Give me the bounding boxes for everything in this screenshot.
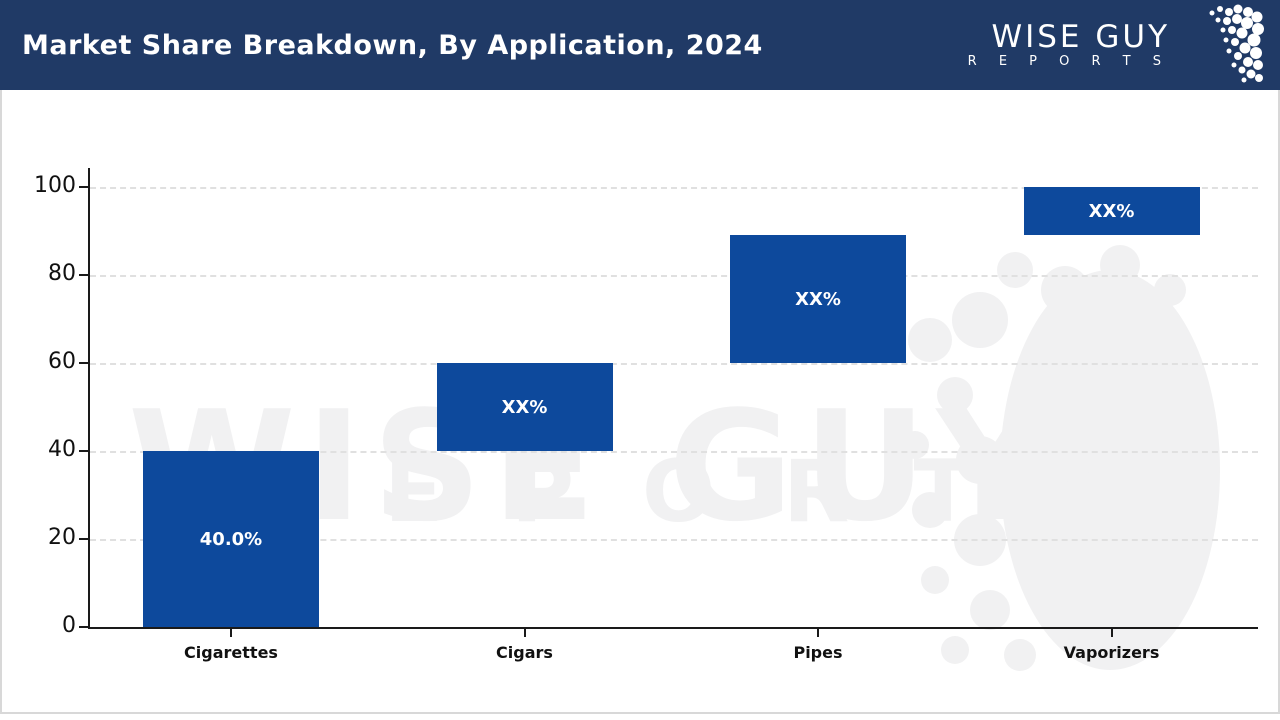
gridline-40: [90, 451, 1258, 453]
bar-value-label: XX%: [1088, 200, 1135, 222]
x-category-label-cigars: Cigars: [496, 643, 553, 662]
chart-plot-area: WISE GUY REPORTS 0 20 40 60 80 100 40.0% XX% XX%…: [0, 90, 1280, 714]
wise-guy-logo: WISE GUY R E P O R T S: [968, 3, 1280, 87]
x-tick-mark: [523, 629, 526, 637]
y-axis-line: [88, 168, 90, 629]
x-category-label-pipes: Pipes: [793, 643, 843, 662]
y-tick-mark: [79, 538, 88, 540]
logo-subtitle: R E P O R T S: [967, 54, 1170, 70]
gridline-60: [90, 363, 1258, 365]
x-tick-mark: [1110, 629, 1113, 637]
bar-cigars: XX%: [436, 363, 613, 451]
y-tick-mark: [79, 626, 88, 628]
y-tick-mark: [79, 274, 88, 276]
x-tick-mark: [817, 629, 819, 637]
gridline-100: [90, 187, 1258, 189]
y-tick-label: 60: [48, 349, 76, 374]
x-category-label-cigarettes: Cigarettes: [184, 643, 278, 662]
x-tick-mark: [230, 629, 232, 637]
bar-value-label: XX%: [795, 288, 841, 310]
chart-header: Market Share Breakdown, By Application, …: [0, 0, 1280, 90]
y-tick-mark: [79, 362, 88, 364]
y-tick-label: 20: [48, 525, 76, 550]
y-tick-label: 100: [34, 173, 76, 198]
x-category-label-vaporizers: Vaporizers: [1063, 643, 1160, 662]
bar-value-label: XX%: [501, 396, 548, 418]
logo-text: WISE GUY R E P O R T S: [968, 21, 1170, 70]
y-tick-label: 80: [48, 261, 76, 286]
y-tick-label: 0: [62, 613, 76, 638]
y-tick-label: 40: [48, 437, 76, 462]
bar-pipes: XX%: [730, 235, 906, 363]
gridline-20: [90, 539, 1258, 541]
x-axis-line: [88, 627, 1258, 629]
y-tick-mark: [79, 186, 88, 188]
bar-vaporizers: XX%: [1023, 187, 1200, 236]
gridline-80: [90, 275, 1258, 277]
page-title: Market Share Breakdown, By Application, …: [22, 29, 763, 61]
logo-head-icon: [1209, 4, 1264, 83]
bar-cigarettes: 40.0%: [143, 451, 319, 627]
bar-value-label: 40.0%: [199, 528, 263, 550]
y-tick-mark: [79, 450, 88, 452]
watermark-subtext: REPORTS: [250, 442, 1171, 542]
logo-wordmark: WISE GUY: [991, 18, 1170, 55]
